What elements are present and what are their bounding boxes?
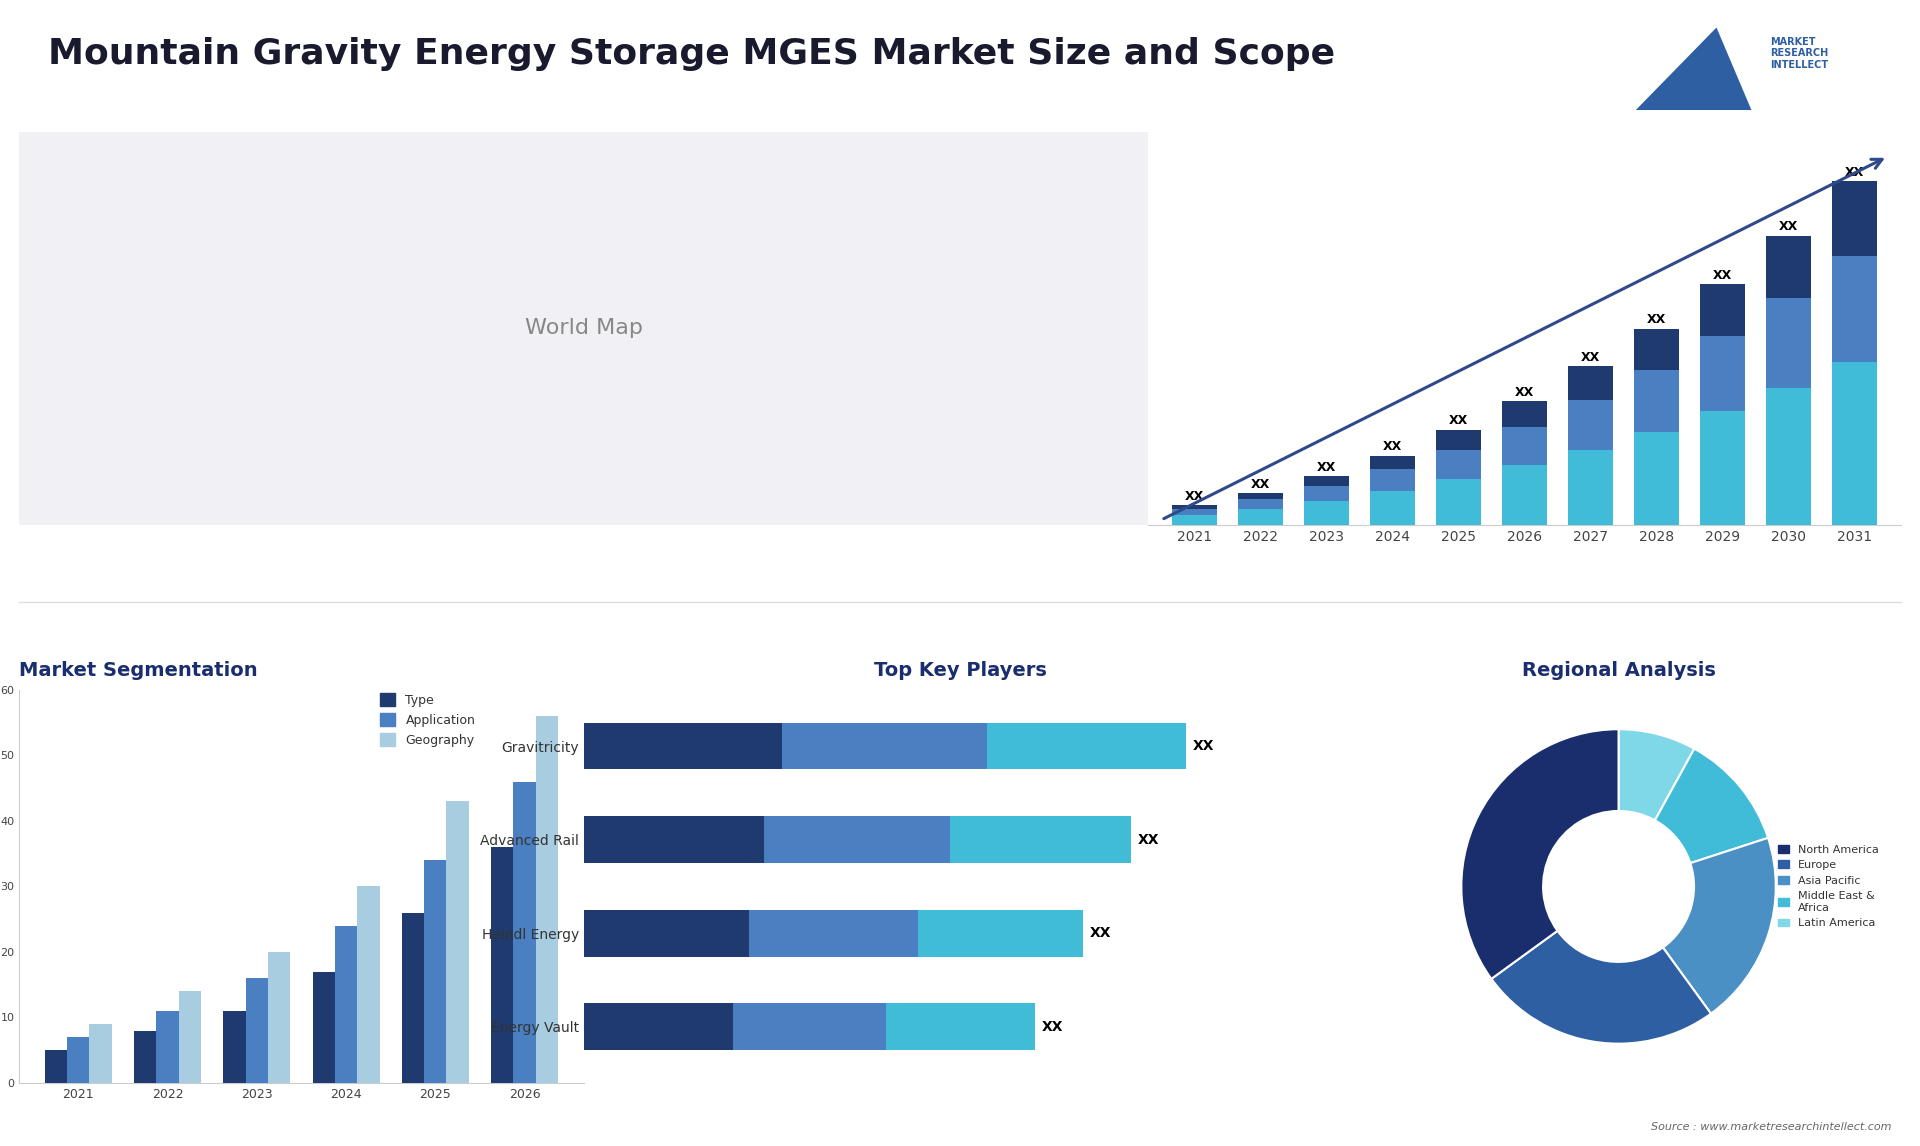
Bar	[584, 910, 749, 957]
Bar	[1238, 500, 1283, 509]
Bar	[1501, 465, 1548, 525]
Bar	[1171, 515, 1217, 525]
Bar	[44, 1050, 67, 1083]
Text: Mountain Gravity Energy Storage MGES Market Size and Scope: Mountain Gravity Energy Storage MGES Mar…	[48, 37, 1334, 71]
Text: XX: XX	[1091, 926, 1112, 940]
Bar	[1304, 501, 1350, 525]
Bar	[1371, 456, 1415, 470]
Bar	[733, 1004, 887, 1050]
Bar	[1634, 329, 1678, 370]
Text: MARKET
RESEARCH
INTELLECT: MARKET RESEARCH INTELLECT	[1770, 37, 1828, 70]
Bar	[401, 912, 424, 1083]
Bar	[1569, 449, 1613, 525]
Bar	[584, 723, 781, 769]
Bar	[1436, 449, 1480, 479]
Bar	[749, 910, 918, 957]
Text: World Map: World Map	[524, 319, 643, 338]
Bar	[134, 1030, 156, 1083]
Bar	[1436, 430, 1480, 449]
Wedge shape	[1655, 748, 1768, 863]
Bar	[1832, 256, 1878, 362]
Bar	[334, 926, 357, 1083]
Bar	[1832, 362, 1878, 525]
Bar	[424, 861, 447, 1083]
Bar	[1634, 432, 1678, 525]
Bar	[90, 1025, 111, 1083]
Text: XX: XX	[1450, 415, 1469, 427]
Text: XX: XX	[1185, 489, 1204, 503]
Bar	[781, 723, 987, 769]
Text: XX: XX	[1845, 166, 1864, 179]
Wedge shape	[1461, 729, 1619, 979]
Bar	[1171, 505, 1217, 509]
Legend: North America, Europe, Asia Pacific, Middle East &
Africa, Latin America: North America, Europe, Asia Pacific, Mid…	[1774, 840, 1884, 933]
Bar	[887, 1004, 1035, 1050]
Polygon shape	[1636, 28, 1751, 110]
Bar	[156, 1011, 179, 1083]
Bar	[764, 816, 950, 863]
Text: XX: XX	[1139, 833, 1160, 847]
Bar	[223, 1011, 246, 1083]
Bar	[246, 979, 269, 1083]
Bar	[1766, 388, 1811, 525]
Bar	[1304, 486, 1350, 501]
Bar	[447, 801, 468, 1083]
Bar	[1371, 470, 1415, 492]
Bar	[1304, 477, 1350, 486]
Title: Top Key Players: Top Key Players	[874, 661, 1046, 680]
Text: XX: XX	[1043, 1020, 1064, 1034]
Wedge shape	[1492, 931, 1711, 1044]
Bar	[1766, 298, 1811, 388]
Bar	[918, 910, 1083, 957]
Bar	[1238, 493, 1283, 500]
Bar	[584, 816, 764, 863]
Text: Market Segmentation: Market Segmentation	[19, 661, 257, 680]
Text: XX: XX	[1580, 351, 1599, 364]
Bar	[269, 952, 290, 1083]
Text: XX: XX	[1192, 739, 1213, 753]
Wedge shape	[1663, 838, 1776, 1014]
Bar	[1634, 370, 1678, 432]
Title: Regional Analysis: Regional Analysis	[1523, 661, 1715, 680]
Text: XX: XX	[1250, 478, 1269, 490]
Bar	[1699, 411, 1745, 525]
Bar	[1832, 181, 1878, 256]
Bar	[1699, 336, 1745, 411]
Bar	[492, 847, 513, 1083]
Text: XX: XX	[1713, 269, 1732, 282]
Bar	[357, 887, 380, 1083]
Bar	[987, 723, 1187, 769]
Text: Source : www.marketresearchintellect.com: Source : www.marketresearchintellect.com	[1651, 1122, 1891, 1132]
Bar	[584, 1004, 733, 1050]
Bar	[1569, 400, 1613, 449]
Bar	[1436, 479, 1480, 525]
Bar	[1569, 367, 1613, 400]
Bar	[513, 782, 536, 1083]
Bar	[1501, 426, 1548, 465]
Bar	[536, 716, 559, 1083]
Bar	[950, 816, 1131, 863]
Text: XX: XX	[1382, 440, 1402, 453]
Text: XX: XX	[1515, 385, 1534, 399]
Bar	[1371, 492, 1415, 525]
Bar	[1699, 284, 1745, 336]
Text: XX: XX	[1780, 220, 1799, 234]
Bar	[67, 1037, 90, 1083]
Text: XX: XX	[1647, 313, 1667, 327]
Bar	[1238, 509, 1283, 525]
Bar	[1766, 236, 1811, 298]
Bar	[313, 972, 334, 1083]
Bar	[1501, 401, 1548, 426]
Bar	[179, 991, 202, 1083]
Text: XX: XX	[1317, 461, 1336, 473]
Legend: Type, Application, Geography: Type, Application, Geography	[376, 689, 480, 752]
Bar	[1171, 509, 1217, 515]
Wedge shape	[1619, 729, 1693, 821]
